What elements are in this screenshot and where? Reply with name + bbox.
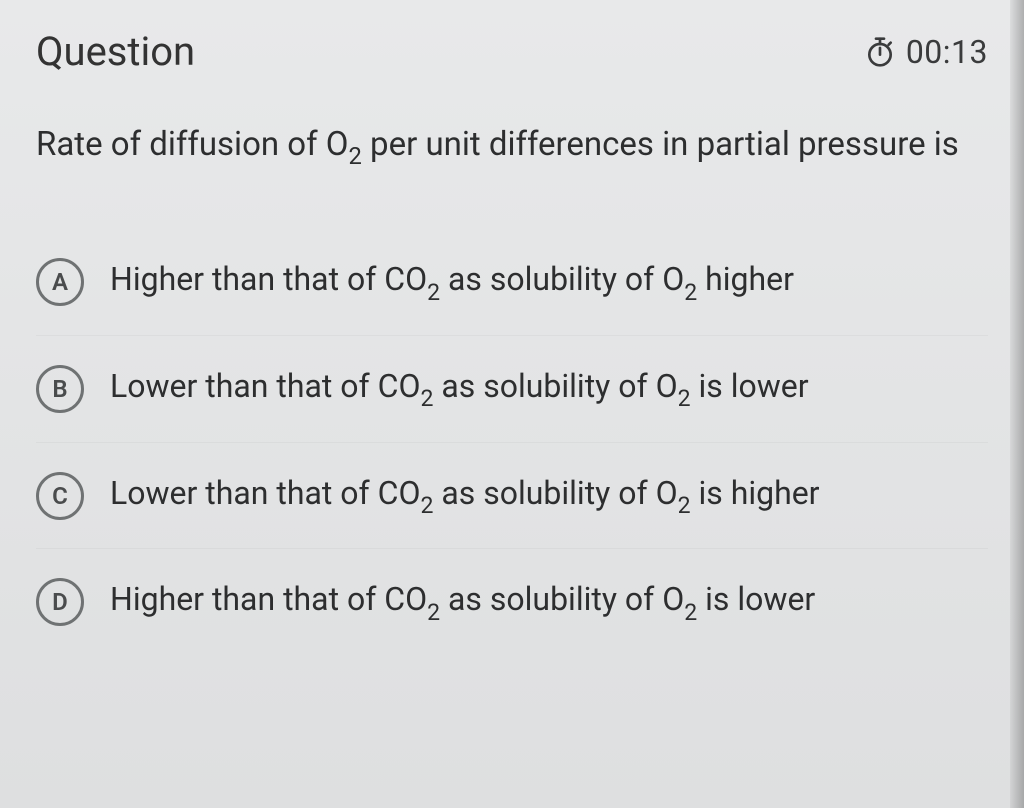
question-card: Question 00:13 Rate of diffusion of O2 p… [0, 0, 1024, 808]
option-c[interactable]: C Lower than that of CO2 as solubility o… [36, 442, 988, 549]
opt-b-s1: 2 [420, 385, 433, 412]
opt-d-p1: Higher than that of CO [110, 580, 427, 618]
timer-value: 00:13 [906, 33, 988, 71]
option-text: Lower than that of CO2 as solubility of … [110, 364, 809, 414]
opt-a-s1: 2 [427, 279, 440, 306]
option-badge: C [36, 472, 84, 520]
opt-d-p3: is lower [697, 580, 815, 618]
opt-d-p2: as solubility of O [440, 580, 684, 618]
option-badge: B [36, 365, 84, 413]
option-text: Lower than that of CO2 as solubility of … [110, 471, 820, 521]
opt-c-p1: Lower than that of CO [110, 474, 420, 512]
opt-c-s1: 2 [420, 492, 433, 519]
question-sub1: 2 [349, 142, 362, 170]
question-part1: Rate of diffusion of O [36, 125, 349, 164]
opt-c-s2: 2 [678, 492, 691, 519]
opt-c-p3: is higher [691, 474, 820, 512]
option-badge: D [36, 578, 84, 626]
option-text: Higher than that of CO2 as solubility of… [110, 257, 794, 307]
option-a[interactable]: A Higher than that of CO2 as solubility … [36, 229, 988, 335]
question-text: Rate of diffusion of O2 per unit differe… [36, 119, 988, 173]
opt-a-p3: higher [697, 260, 794, 298]
option-text: Higher than that of CO2 as solubility of… [110, 577, 815, 627]
options-list: A Higher than that of CO2 as solubility … [36, 229, 988, 655]
question-part2: per unit differences in partial pressure… [362, 125, 959, 164]
opt-b-p2: as solubility of O [433, 367, 677, 405]
opt-b-p1: Lower than that of CO [110, 367, 420, 405]
opt-d-s1: 2 [427, 599, 440, 626]
opt-c-p2: as solubility of O [433, 474, 677, 512]
stopwatch-icon [864, 36, 896, 68]
opt-a-p2: as solubility of O [440, 260, 684, 298]
opt-a-s2: 2 [684, 279, 697, 306]
option-b[interactable]: B Lower than that of CO2 as solubility o… [36, 335, 988, 442]
opt-a-p1: Higher than that of CO [110, 260, 427, 298]
header-row: Question 00:13 [36, 28, 988, 75]
opt-d-s2: 2 [684, 599, 697, 626]
timer: 00:13 [864, 33, 988, 71]
opt-b-s2: 2 [678, 385, 691, 412]
option-d[interactable]: D Higher than that of CO2 as solubility … [36, 548, 988, 655]
opt-b-p3: is lower [691, 367, 809, 405]
page-title: Question [36, 28, 195, 75]
option-badge: A [36, 258, 84, 306]
